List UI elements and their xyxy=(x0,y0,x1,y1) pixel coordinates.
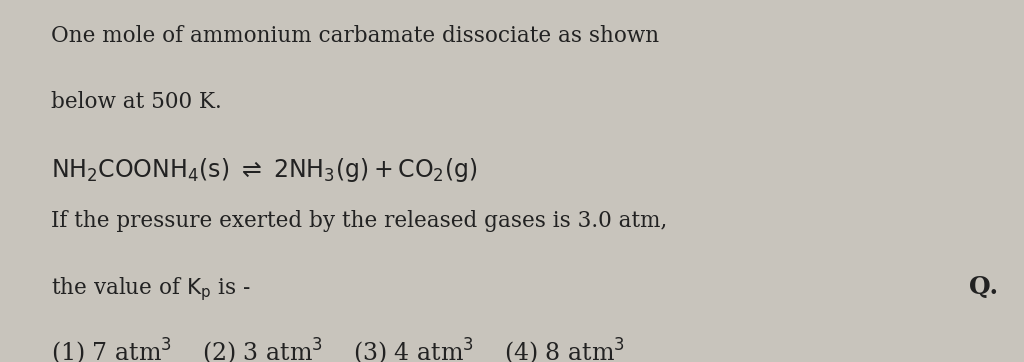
Text: $\mathregular{NH_2COONH_4(s)}$ $\rightleftharpoons$ $\mathregular{2NH_3(g) + CO_: $\mathregular{NH_2COONH_4(s)}$ $\rightle… xyxy=(51,156,478,184)
Text: Q.: Q. xyxy=(970,275,998,299)
Text: (1) 7 atm$^3$    (2) 3 atm$^3$    (3) 4 atm$^3$    (4) 8 atm$^3$: (1) 7 atm$^3$ (2) 3 atm$^3$ (3) 4 atm$^3… xyxy=(51,337,625,362)
Text: One mole of ammonium carbamate dissociate as shown: One mole of ammonium carbamate dissociat… xyxy=(51,25,659,47)
Text: the value of $\mathrm{K_p}$ is -: the value of $\mathrm{K_p}$ is - xyxy=(51,275,251,303)
Text: below at 500 K.: below at 500 K. xyxy=(51,90,222,113)
Text: If the pressure exerted by the released gases is 3.0 atm,: If the pressure exerted by the released … xyxy=(51,210,668,232)
